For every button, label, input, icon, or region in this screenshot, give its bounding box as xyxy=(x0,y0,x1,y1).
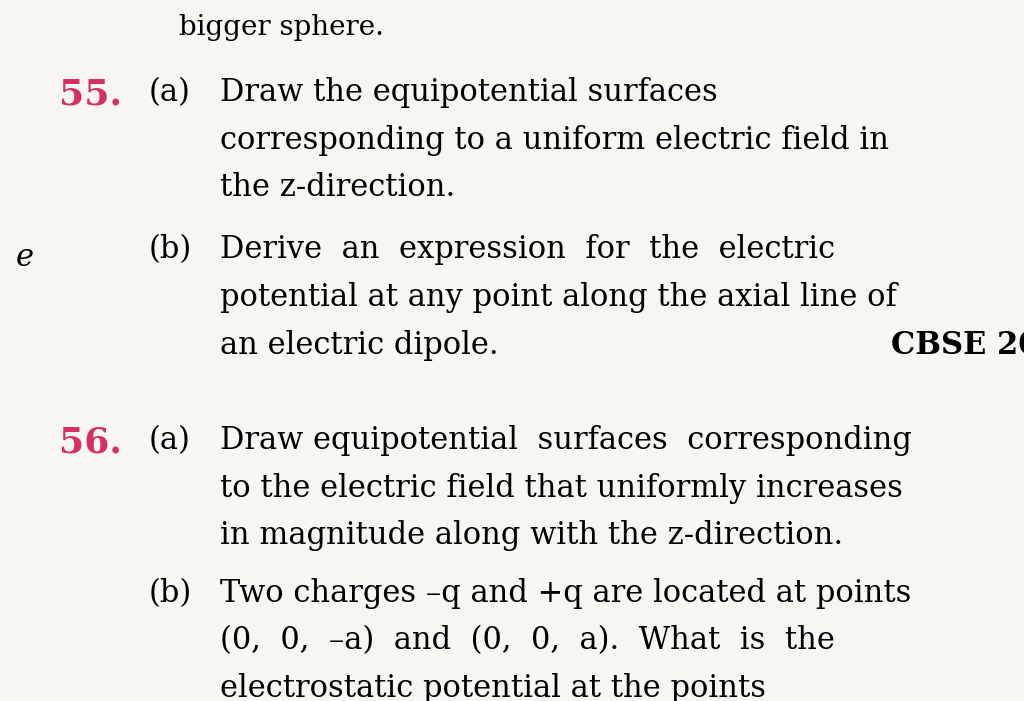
Text: 55.: 55. xyxy=(59,77,123,111)
Text: Two charges –q and +q are located at points: Two charges –q and +q are located at poi… xyxy=(220,578,911,608)
Text: potential at any point along the axial line of: potential at any point along the axial l… xyxy=(220,282,897,313)
Text: corresponding to a uniform electric field in: corresponding to a uniform electric fiel… xyxy=(220,125,889,156)
Text: Draw the equipotential surfaces: Draw the equipotential surfaces xyxy=(220,77,718,108)
Text: electrostatic potential at the points: electrostatic potential at the points xyxy=(220,673,766,701)
Text: CBSE 2019: CBSE 2019 xyxy=(891,329,1024,361)
Text: to the electric field that uniformly increases: to the electric field that uniformly inc… xyxy=(220,472,903,504)
Text: (a): (a) xyxy=(148,425,190,456)
Text: (b): (b) xyxy=(148,234,191,266)
Text: (b): (b) xyxy=(148,578,191,608)
Text: in magnitude along with the z-direction.: in magnitude along with the z-direction. xyxy=(220,520,844,552)
Text: Draw equipotential  surfaces  corresponding: Draw equipotential surfaces correspondin… xyxy=(220,425,912,456)
Text: 56.: 56. xyxy=(59,425,122,459)
Text: (a): (a) xyxy=(148,77,190,108)
Text: (0,  0,  –a)  and  (0,  0,  a).  What  is  the: (0, 0, –a) and (0, 0, a). What is the xyxy=(220,625,835,656)
Text: Derive  an  expression  for  the  electric: Derive an expression for the electric xyxy=(220,234,836,266)
Text: an electric dipole.: an electric dipole. xyxy=(220,329,499,361)
Text: e: e xyxy=(15,242,34,273)
Text: bigger sphere.: bigger sphere. xyxy=(179,14,384,41)
Text: the z-direction.: the z-direction. xyxy=(220,172,456,203)
